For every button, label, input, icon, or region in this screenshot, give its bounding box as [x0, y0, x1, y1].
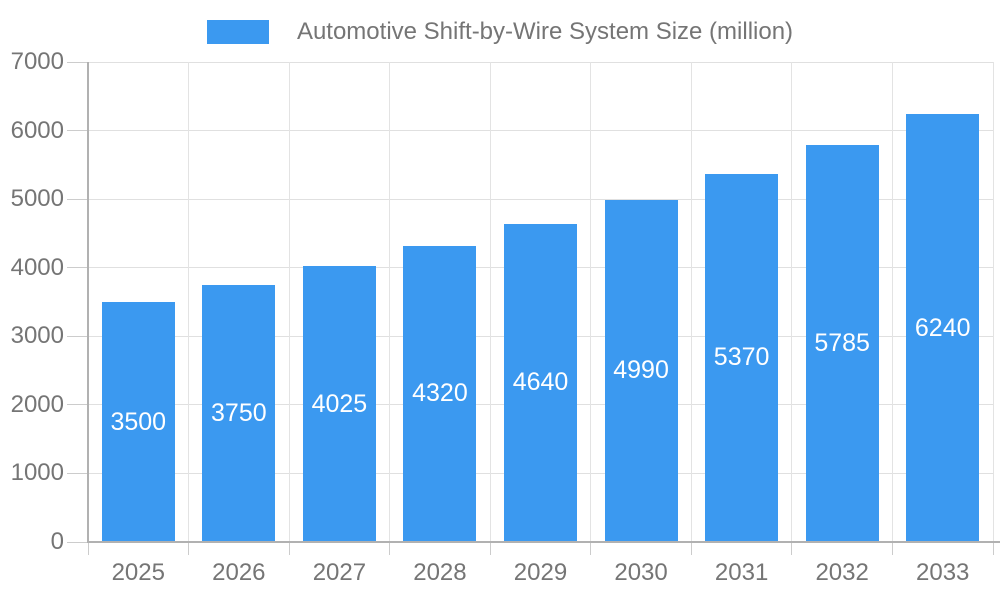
- y-axis-tick: [67, 472, 88, 474]
- gridline-vertical: [791, 62, 793, 542]
- x-tick-label: 2031: [714, 559, 769, 586]
- bar-value-label: 5370: [713, 343, 770, 372]
- gridline-vertical: [188, 62, 190, 542]
- y-tick-label: 7000: [10, 48, 64, 75]
- x-axis-tick: [188, 543, 190, 555]
- y-axis-tick: [67, 541, 88, 543]
- y-axis-tick: [67, 198, 88, 200]
- gridline-vertical: [891, 62, 893, 542]
- bar-value-label: 4320: [412, 379, 468, 408]
- x-tick-label: 2028: [413, 559, 467, 586]
- bar-2025: 3500: [101, 302, 175, 542]
- x-tick-label: 2032: [815, 559, 869, 586]
- y-tick-label: 6000: [10, 116, 64, 144]
- bar-2032: 5785: [805, 145, 879, 542]
- x-axis-tick: [489, 543, 491, 555]
- legend: Automotive Shift-by-Wire System Size (mi…: [0, 18, 1000, 46]
- y-axis-tick: [67, 130, 88, 132]
- gridline-horizontal: [88, 61, 993, 63]
- bar-value-label: 4640: [512, 368, 569, 397]
- bar-2026: 3750: [202, 284, 276, 542]
- gridline-vertical: [288, 62, 290, 542]
- y-axis-tick: [67, 61, 88, 63]
- bar-value-label: 3500: [110, 407, 167, 436]
- y-tick-label: 5000: [10, 185, 64, 213]
- y-tick-label: 0: [50, 528, 64, 555]
- gridline-vertical: [489, 62, 491, 542]
- x-axis-line: [88, 541, 1000, 543]
- bar-value-label: 4990: [613, 356, 669, 385]
- bar-value-label: 6240: [914, 313, 971, 342]
- gridline-horizontal: [88, 130, 993, 132]
- y-axis-line: [87, 62, 89, 543]
- x-axis-tick: [791, 543, 793, 555]
- x-axis-tick: [992, 543, 994, 555]
- x-tick-label: 2025: [111, 559, 165, 586]
- x-axis-tick: [389, 543, 391, 555]
- x-tick-label: 2027: [312, 559, 367, 586]
- bar-value-label: 3750: [211, 398, 267, 427]
- gridline-horizontal: [88, 198, 993, 200]
- x-axis-tick: [87, 543, 89, 555]
- bar-2030: 4990: [604, 199, 678, 542]
- gridline-vertical: [690, 62, 692, 542]
- y-tick-label: 1000: [10, 459, 64, 487]
- gridline-vertical: [992, 62, 994, 542]
- y-tick-label: 3000: [10, 322, 64, 350]
- legend-label: Automotive Shift-by-Wire System Size (mi…: [296, 18, 794, 45]
- legend-swatch: [206, 20, 269, 44]
- bar-2028: 4320: [403, 245, 477, 542]
- y-tick-label: 2000: [10, 390, 64, 418]
- y-axis-tick: [67, 267, 88, 269]
- x-axis-tick: [690, 543, 692, 555]
- y-tick-label: 4000: [10, 253, 64, 281]
- y-axis-tick: [67, 335, 88, 337]
- bar-value-label: 4025: [311, 389, 368, 418]
- x-axis-tick: [288, 543, 290, 555]
- bar-2033: 6240: [906, 114, 980, 542]
- gridline-vertical: [590, 62, 592, 542]
- x-tick-label: 2030: [614, 559, 668, 586]
- bar-2027: 4025: [302, 266, 376, 542]
- gridline-vertical: [389, 62, 391, 542]
- y-axis-tick: [67, 404, 88, 406]
- x-axis-tick: [891, 543, 893, 555]
- x-tick-label: 2033: [916, 559, 970, 586]
- bar-2029: 4640: [504, 223, 577, 542]
- x-tick-label: 2029: [513, 559, 568, 586]
- bar-value-label: 5785: [814, 329, 870, 358]
- x-tick-label: 2026: [212, 559, 266, 586]
- x-axis-tick: [590, 543, 592, 555]
- bar-2031: 5370: [705, 173, 779, 542]
